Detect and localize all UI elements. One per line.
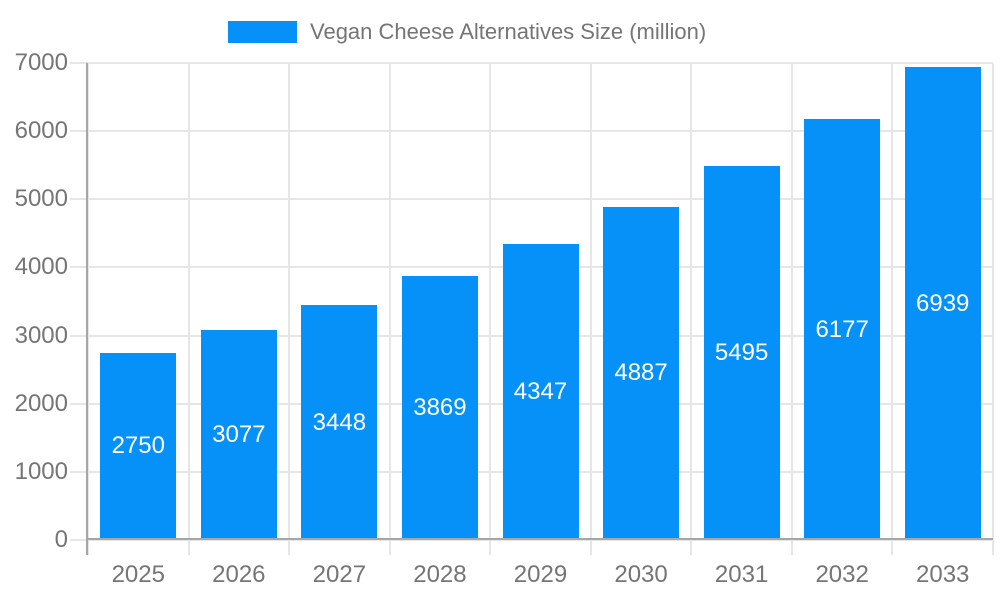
gridline-horizontal (70, 539, 993, 541)
gridline-vertical (690, 63, 693, 540)
x-axis-tick-label: 2026 (212, 561, 266, 588)
y-axis-tick-label: 7000 (14, 49, 68, 76)
x-axis-line (86, 538, 993, 540)
y-axis-tick-label: 4000 (14, 253, 68, 281)
bar-value-label: 3448 (312, 408, 367, 436)
x-axis-tick-label: 2032 (815, 561, 869, 588)
y-axis-tick-label: 1000 (14, 457, 68, 485)
y-axis-tick-label: 3000 (14, 321, 68, 349)
legend-label: Vegan Cheese Alternatives Size (million) (310, 19, 707, 44)
x-axis-tick (489, 540, 492, 555)
bar[interactable]: 3077 (200, 330, 277, 540)
gridline-vertical (388, 63, 391, 540)
x-axis-tick (690, 540, 693, 555)
x-axis-tick (288, 540, 291, 555)
bar[interactable]: 6177 (804, 119, 881, 540)
legend-swatch[interactable] (228, 21, 297, 43)
gridline-vertical (187, 63, 190, 540)
y-axis-tick-label: 6000 (14, 117, 68, 145)
gridline-horizontal (70, 198, 993, 201)
bar[interactable]: 2750 (100, 352, 177, 540)
y-axis-tick-label: 0 (54, 526, 68, 553)
bar-value-label: 3077 (212, 421, 266, 449)
bar[interactable]: 3448 (301, 305, 378, 540)
x-axis-tick-label: 2027 (312, 561, 367, 588)
gridline-vertical (489, 63, 492, 540)
x-axis-tick (388, 540, 391, 555)
y-axis-tick-label: 5000 (14, 185, 68, 213)
gridline-horizontal (70, 62, 993, 64)
bar[interactable]: 4887 (603, 206, 680, 540)
x-axis-tick (87, 540, 89, 555)
gridline-vertical (87, 63, 89, 540)
x-axis-tick-label: 2025 (111, 561, 165, 588)
gridline-vertical (288, 63, 291, 540)
gridline-vertical (992, 63, 994, 540)
bar-value-label: 4347 (513, 377, 568, 405)
y-axis-line (86, 63, 88, 555)
gridline-vertical (790, 63, 793, 540)
legend: Vegan Cheese Alternatives Size (million) (228, 21, 706, 43)
x-axis-tick (790, 540, 793, 555)
x-axis-tick (891, 540, 894, 555)
bar[interactable]: 5495 (703, 165, 780, 540)
bar-value-label: 3869 (413, 394, 467, 422)
x-axis-tick-label: 2033 (916, 561, 970, 588)
gridline-vertical (891, 63, 894, 540)
bar-value-label: 5495 (714, 338, 769, 366)
bar-value-label: 2750 (111, 432, 165, 460)
bar[interactable]: 6939 (904, 67, 981, 540)
x-axis-tick-label: 2030 (614, 561, 668, 588)
gridline-vertical (589, 63, 592, 540)
x-axis-tick (187, 540, 190, 555)
gridline-horizontal (70, 130, 993, 133)
bar-value-label: 6177 (815, 315, 869, 343)
bar-value-label: 4887 (614, 359, 668, 387)
x-axis-tick-label: 2031 (714, 561, 769, 588)
x-axis-tick-label: 2028 (413, 561, 467, 588)
bar-value-label: 6939 (916, 289, 970, 317)
x-axis-tick (589, 540, 592, 555)
y-axis-tick-label: 2000 (14, 389, 68, 417)
bar[interactable]: 3869 (401, 276, 478, 540)
x-axis-tick (992, 540, 994, 555)
bar[interactable]: 4347 (502, 243, 579, 540)
x-axis-tick-label: 2029 (513, 561, 568, 588)
